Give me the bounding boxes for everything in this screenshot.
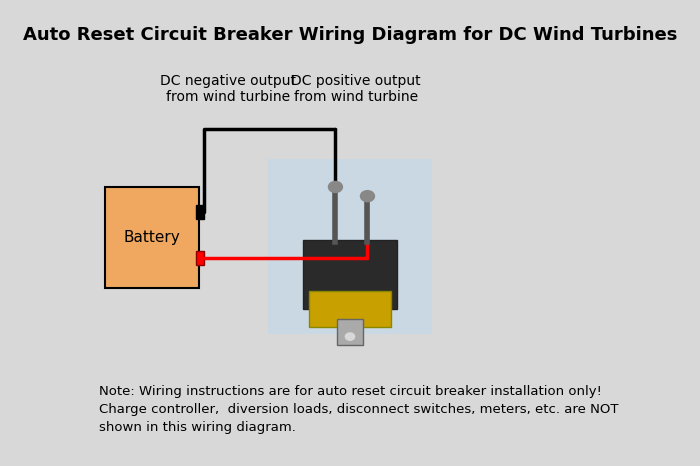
Bar bbox=[195, 206, 204, 219]
Text: DC negative output
from wind turbine: DC negative output from wind turbine bbox=[160, 74, 295, 104]
Circle shape bbox=[328, 181, 342, 192]
Text: Battery: Battery bbox=[124, 230, 181, 245]
FancyBboxPatch shape bbox=[309, 291, 391, 328]
Text: Auto Reset Circuit Breaker Wiring Diagram for DC Wind Turbines: Auto Reset Circuit Breaker Wiring Diagra… bbox=[23, 26, 677, 44]
Bar bbox=[195, 251, 204, 265]
Circle shape bbox=[345, 333, 355, 340]
FancyBboxPatch shape bbox=[337, 319, 363, 345]
FancyBboxPatch shape bbox=[303, 240, 397, 309]
Text: DC positive output
from wind turbine: DC positive output from wind turbine bbox=[291, 74, 421, 104]
Text: Note: Wiring instructions are for auto reset circuit breaker installation only!
: Note: Wiring instructions are for auto r… bbox=[99, 385, 619, 434]
Circle shape bbox=[360, 191, 374, 202]
FancyBboxPatch shape bbox=[105, 187, 199, 288]
FancyBboxPatch shape bbox=[268, 159, 432, 334]
